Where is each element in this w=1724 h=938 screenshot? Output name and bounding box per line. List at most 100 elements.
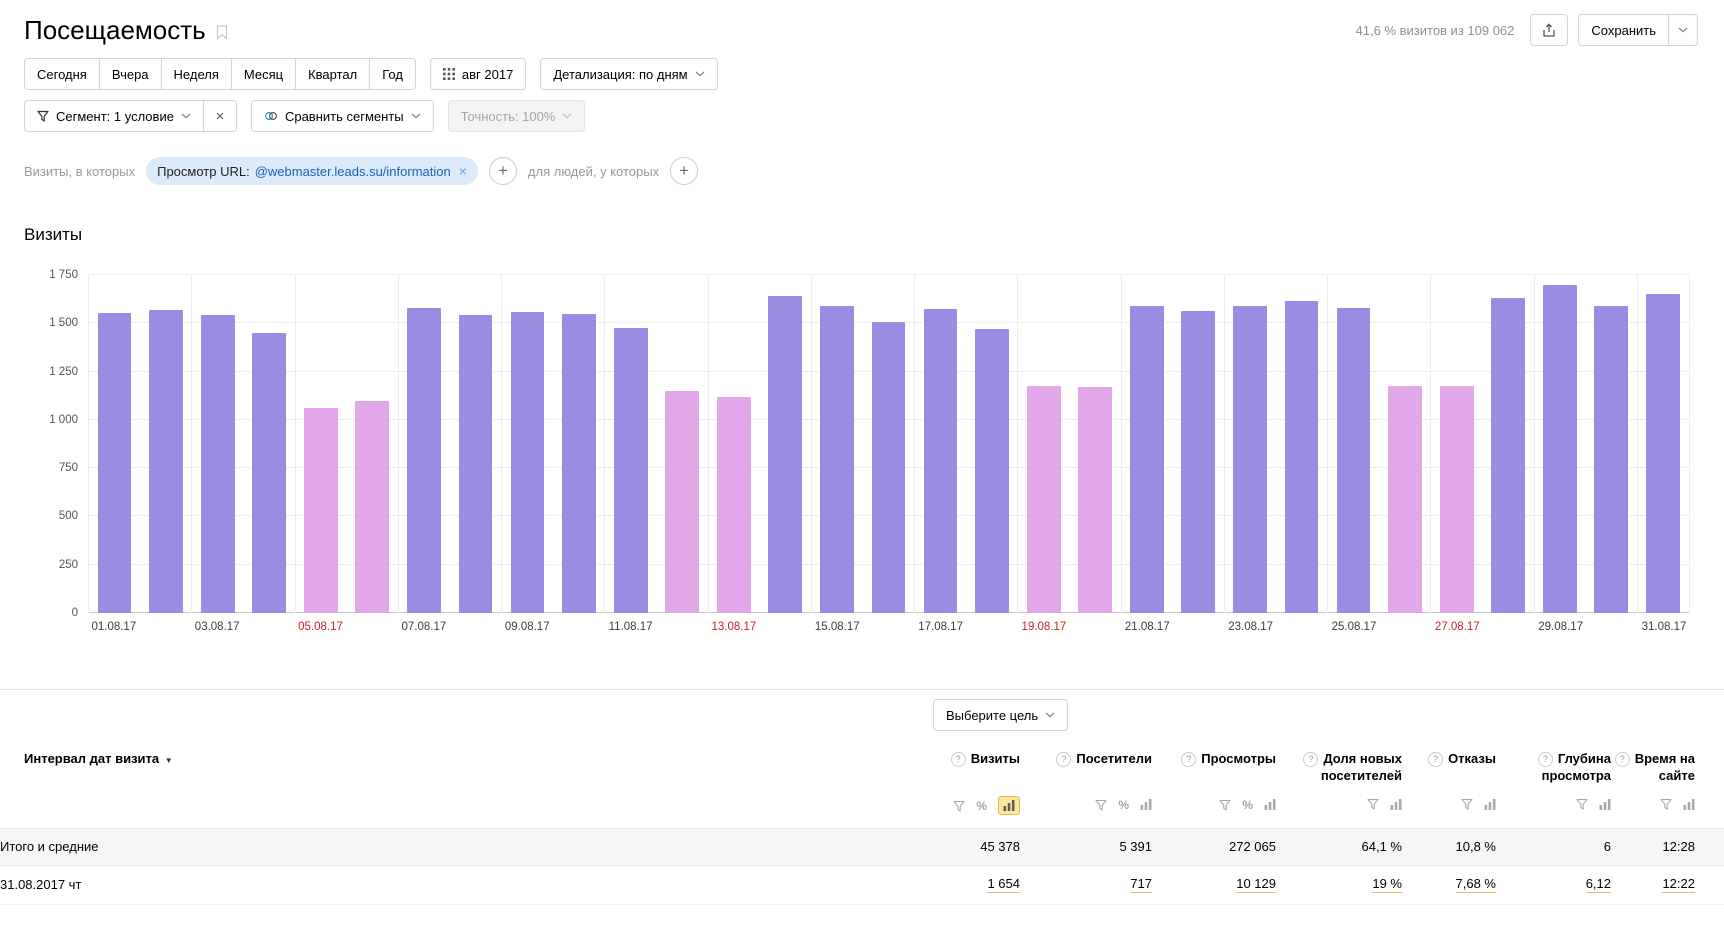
bar-01.08.17[interactable] [97,312,132,613]
column-header[interactable]: ? Визиты [933,738,1020,784]
filter-url-link[interactable]: @webmaster.leads.su/information [254,163,451,179]
bar-04.08.17[interactable] [252,332,286,613]
row-label[interactable]: 31.08.2017 чт [0,877,82,892]
metric-value[interactable]: 6,12 [1585,876,1611,893]
question-icon[interactable]: ? [1056,752,1072,767]
bar-07.08.17[interactable] [407,307,442,613]
bar-02.08.17[interactable] [148,309,183,613]
chart-icon[interactable] [998,796,1020,815]
add-people-condition-button[interactable]: + [670,157,699,185]
bar-24.08.17[interactable] [1284,301,1319,613]
x-axis-label: 29.08.17 [1538,621,1584,633]
metric-value[interactable]: 19 % [1372,876,1402,893]
bar-22.08.17[interactable] [1181,310,1216,613]
metric-value[interactable]: 7,68 % [1455,876,1496,893]
chart-icon[interactable] [1599,798,1611,810]
bar-16.08.17[interactable] [871,322,906,613]
url-filter-chip[interactable]: Просмотр URL: @webmaster.leads.su/inform… [146,157,478,185]
bar-27.08.17[interactable] [1439,386,1474,613]
bar-30.08.17[interactable] [1594,305,1629,613]
bar-11.08.17[interactable] [613,328,648,613]
bar-12.08.17[interactable] [665,390,699,613]
bar-15.08.17[interactable] [820,305,855,613]
date-preset-month[interactable]: Месяц [230,58,297,90]
question-icon[interactable]: ? [1303,752,1319,767]
bar-05.08.17[interactable] [304,408,338,613]
filter-icon[interactable] [1576,798,1588,810]
bar-13.08.17[interactable] [717,396,751,613]
question-icon[interactable]: ? [1428,752,1444,767]
bar-31.08.17[interactable] [1646,293,1681,613]
column-header[interactable]: ? Время на сайте [1611,738,1695,784]
filter-icon[interactable] [1095,799,1107,811]
bar-20.08.17[interactable] [1078,387,1112,613]
date-preset-quarter[interactable]: Квартал [295,58,371,90]
date-preset-yesterday[interactable]: Вчера [98,58,162,90]
goal-select-button[interactable]: Выберите цель [933,699,1069,731]
bar-06.08.17[interactable] [355,400,390,613]
filter-icon[interactable] [1660,798,1672,810]
metric-value: 6 [1603,839,1611,854]
date-interval-header[interactable]: Интервал дат визита ▼ [24,751,173,766]
chart-icon[interactable] [1683,798,1695,810]
bar-21.08.17[interactable] [1130,305,1164,613]
bar-23.08.17[interactable] [1233,305,1268,613]
chart-plot-area: 0 250 500 750 1 000 1 250 1 500 1 750 [49,269,1690,619]
bar-26.08.17[interactable] [1387,386,1422,613]
filter-icon[interactable] [1461,798,1473,810]
add-visit-condition-button[interactable]: + [488,157,517,185]
percent-icon[interactable]: % [976,798,987,813]
bar-18.08.17[interactable] [974,329,1009,613]
accuracy-button[interactable]: Точность: 100% [447,100,586,132]
page-title: Посещаемость [24,14,206,45]
filter-icon[interactable] [1219,799,1231,811]
bar-09.08.17[interactable] [510,311,545,613]
metric-value[interactable]: 10 129 [1236,876,1276,893]
bar-08.08.17[interactable] [458,314,493,613]
date-preset-today[interactable]: Сегодня [24,58,100,90]
bar-10.08.17[interactable] [561,313,596,613]
column-header[interactable]: ? Посетители [1020,738,1152,784]
metric-value[interactable]: 1 654 [987,876,1020,893]
calendar-button[interactable]: авг 2017 [429,58,527,90]
question-icon[interactable]: ? [950,752,966,767]
filter-icon[interactable] [953,800,965,812]
bar-03.08.17[interactable] [200,314,235,613]
question-icon[interactable]: ? [1537,752,1553,767]
bookmark-icon[interactable] [216,24,228,40]
column-header[interactable]: ? Просмотры [1152,738,1276,784]
segment-button[interactable]: Сегмент: 1 условие [24,100,204,132]
bar-25.08.17[interactable] [1336,307,1371,613]
chip-close-icon[interactable]: × [458,163,467,179]
metric-value[interactable]: 12:22 [1662,876,1695,893]
close-icon: × [215,107,225,125]
filter-icon[interactable] [1367,798,1379,810]
column-header[interactable]: ? Доля новых посетителей [1276,738,1402,784]
chart-icon[interactable] [1390,798,1402,810]
save-button[interactable]: Сохранить [1578,14,1669,46]
segment-clear-button[interactable]: × [202,100,237,132]
date-preset-week[interactable]: Неделя [160,58,232,90]
column-header[interactable]: ? Глубина просмотра [1496,738,1611,784]
bar-17.08.17[interactable] [923,308,958,613]
bar-19.08.17[interactable] [1026,386,1061,613]
bar-14.08.17[interactable] [768,296,803,613]
compare-segments-button[interactable]: Сравнить сегменты [250,100,434,132]
save-dropdown-button[interactable] [1668,14,1698,46]
date-preset-year[interactable]: Год [369,58,416,90]
percent-icon[interactable]: % [1242,797,1253,812]
export-button[interactable] [1530,14,1569,46]
chart-icon[interactable] [1264,799,1276,810]
bar-29.08.17[interactable] [1543,284,1577,613]
detail-dropdown[interactable]: Детализация: по дням [540,58,718,90]
column-header[interactable]: ? Отказы [1402,738,1496,784]
question-icon[interactable]: ? [1614,752,1630,767]
question-icon[interactable]: ? [1181,752,1197,767]
percent-icon[interactable]: % [1118,797,1129,812]
chart-icon[interactable] [1484,798,1496,810]
metric-value: 5 391 [1119,839,1152,854]
row-label[interactable]: Итого и средние [0,839,99,854]
metric-value[interactable]: 717 [1130,876,1152,893]
chart-icon[interactable] [1140,799,1152,810]
bar-28.08.17[interactable] [1491,298,1525,613]
